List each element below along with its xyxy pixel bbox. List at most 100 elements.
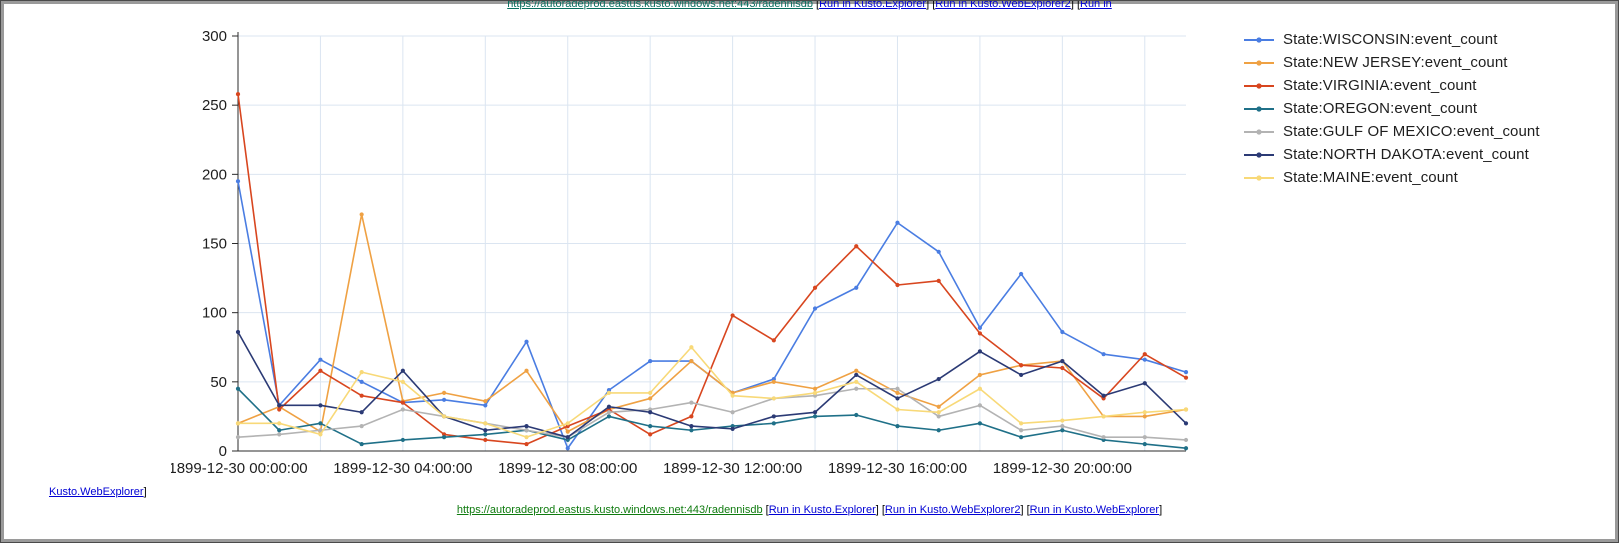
- series-point: [854, 368, 859, 373]
- series-point: [359, 393, 364, 398]
- series-point: [235, 421, 241, 426]
- series-point: [1142, 441, 1147, 447]
- series-point: [441, 397, 447, 402]
- run-in-kusto-explorer-link[interactable]: Run in Kusto.Explorer: [768, 504, 876, 516]
- legend-item-state-maine-event-count[interactable]: State:MAINE:event_count: [1244, 169, 1540, 186]
- series-point: [854, 285, 859, 290]
- x-tick-label: 1899-12-30 00:00:00: [171, 460, 308, 477]
- series-point: [812, 410, 818, 415]
- series-point: [854, 372, 859, 378]
- y-tick-label: 200: [202, 166, 227, 183]
- series-line-state-north-dakota-event-count: [237, 331, 1187, 438]
- series-point: [606, 390, 612, 395]
- legend-item-state-virginia-event-count[interactable]: State:VIRGINIA:event_count: [1244, 77, 1540, 94]
- series-point: [1060, 418, 1065, 423]
- series-point: [1019, 271, 1024, 277]
- kusto-cluster-url-top[interactable]: https://autoradeprod.eastus.kusto.window…: [507, 0, 813, 10]
- legend-marker-icon: [1244, 105, 1274, 112]
- series-point: [895, 407, 900, 412]
- y-tick-label: 250: [202, 97, 227, 114]
- run-in-kusto-webexplorer2-link[interactable]: Run in Kusto.WebExplorer2: [884, 504, 1021, 516]
- run-in-kusto-webexplorer-link[interactable]: Run in Kusto.WebExplorer: [1029, 504, 1160, 516]
- legend-label: State:GULF OF MEXICO:event_count: [1283, 123, 1540, 140]
- bracket: [: [1026, 504, 1030, 516]
- series-point: [854, 244, 859, 249]
- series-point: [524, 368, 529, 373]
- run-in-truncated-link-top[interactable]: Run in: [1080, 0, 1112, 10]
- series-point: [318, 432, 323, 437]
- legend-marker-icon: [1244, 36, 1274, 43]
- series-point: [359, 410, 364, 415]
- series-point: [936, 249, 941, 254]
- series-point: [483, 428, 488, 433]
- legend-item-state-north-dakota-event-count[interactable]: State:NORTH DAKOTA:event_count: [1244, 146, 1540, 163]
- bracket: ]: [875, 504, 879, 516]
- series-point: [400, 379, 405, 384]
- x-tick-label: 1899-12-30 20:00:00: [993, 460, 1132, 477]
- series-point: [318, 428, 323, 433]
- series-point: [771, 396, 776, 401]
- series-point: [1142, 381, 1147, 386]
- bracket: [: [1076, 0, 1080, 10]
- bracket: ]: [1020, 504, 1024, 516]
- bracket: [: [932, 0, 936, 10]
- run-in-kusto-explorer-link-top[interactable]: Run in Kusto.Explorer: [819, 0, 927, 10]
- legend-item-state-wisconsin-event-count[interactable]: State:WISCONSIN:event_count: [1244, 31, 1540, 48]
- x-tick-label: 1899-12-30 04:00:00: [333, 460, 472, 477]
- series-point: [1142, 357, 1147, 362]
- series-line-state-maine-event-count: [238, 346, 1187, 438]
- series-line-state-virginia-event-count: [237, 93, 1187, 445]
- series-point: [812, 414, 818, 419]
- series-point: [318, 368, 323, 373]
- footer-link-line: https://autoradeprod.eastus.kusto.window…: [1, 504, 1618, 516]
- kusto-cluster-url-bottom[interactable]: https://autoradeprod.eastus.kusto.window…: [456, 504, 763, 516]
- series-point: [977, 325, 983, 330]
- series-point: [1142, 435, 1147, 440]
- series-point: [277, 421, 282, 426]
- series-point: [400, 437, 405, 443]
- series-point: [277, 432, 282, 437]
- series-point: [1101, 393, 1106, 398]
- series-point: [1060, 424, 1065, 429]
- series-point: [606, 404, 612, 409]
- series-line-state-new-jersey-event-count: [237, 213, 1187, 433]
- series-point: [1101, 414, 1106, 419]
- series-point: [441, 414, 447, 419]
- series-point: [524, 424, 529, 429]
- series-point: [1060, 365, 1065, 371]
- series-point: [359, 424, 364, 429]
- series-point: [565, 421, 570, 426]
- series-point: [483, 399, 488, 404]
- series-point: [524, 339, 529, 344]
- series-point: [1183, 446, 1189, 451]
- legend-item-state-new-jersey-event-count[interactable]: State:NEW JERSEY:event_count: [1244, 54, 1540, 71]
- legend-label: State:MAINE:event_count: [1283, 169, 1458, 186]
- series-point: [977, 349, 983, 354]
- series-point: [730, 393, 735, 398]
- series-point: [441, 435, 447, 440]
- series-point: [854, 379, 859, 384]
- legend-item-state-oregon-event-count[interactable]: State:OREGON:event_count: [1244, 100, 1540, 117]
- legend-label: State:NEW JERSEY:event_count: [1283, 54, 1508, 71]
- series-point: [235, 179, 241, 184]
- series-point: [1101, 435, 1106, 440]
- bracket: ]: [1070, 0, 1074, 10]
- legend-marker-icon: [1244, 82, 1274, 89]
- series-point: [689, 428, 694, 433]
- series-point: [977, 403, 983, 408]
- series-point: [235, 329, 241, 335]
- series-point: [771, 414, 776, 419]
- series-point: [318, 357, 323, 362]
- series-point: [359, 370, 364, 375]
- series-point: [648, 390, 653, 395]
- series-point: [895, 282, 900, 288]
- series-point: [895, 390, 900, 395]
- series-point: [441, 390, 447, 395]
- run-in-kusto-webexplorer2-link-top[interactable]: Run in Kusto.WebExplorer2: [935, 0, 1071, 10]
- chart-legend: State:WISCONSIN:event_count State:NEW JER…: [1244, 31, 1540, 186]
- legend-item-state-gulf-of-mexico-event-count[interactable]: State:GULF OF MEXICO:event_count: [1244, 123, 1540, 140]
- series-point: [1019, 435, 1024, 440]
- series-point: [977, 421, 983, 426]
- kusto-webexplorer-side-link[interactable]: Kusto.WebExplorer: [49, 486, 144, 498]
- series-point: [277, 407, 282, 412]
